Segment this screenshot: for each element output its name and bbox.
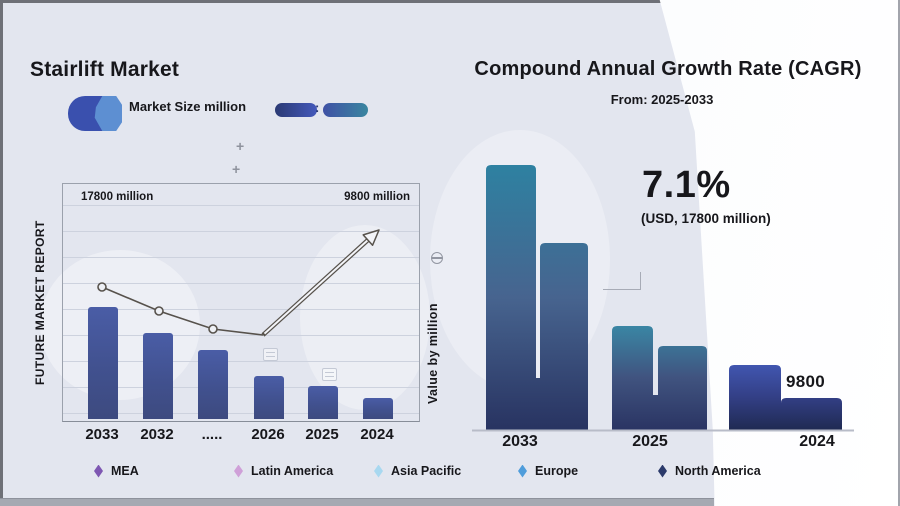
plus-mark: + bbox=[232, 161, 241, 177]
page-title: Stairlift Market bbox=[30, 58, 180, 81]
right-chart-axis-label: Value by million bbox=[426, 303, 440, 405]
left-chart-axis-label: FUTURE MARKET REPORT bbox=[33, 220, 47, 385]
legend-label: Asia Pacific bbox=[391, 464, 462, 478]
minus-circle-icon bbox=[431, 252, 443, 264]
pill-teal bbox=[323, 103, 368, 117]
x-label: 2026 bbox=[251, 426, 285, 443]
legend-diamond-icon bbox=[658, 464, 667, 478]
market-size-bar-2026 bbox=[254, 376, 284, 419]
frame-top-edge bbox=[0, 0, 706, 3]
cagr-value: 7.1% bbox=[642, 164, 731, 206]
left-chart-x-labels: 2033 2032..... 2026 2025 2024 bbox=[62, 426, 420, 446]
market-size-bar-2025 bbox=[308, 386, 338, 419]
market-size-label: Market Size million bbox=[129, 99, 247, 114]
x-label: 2024 bbox=[360, 426, 394, 443]
x-label: 2033 bbox=[85, 426, 119, 443]
x-label: ..... bbox=[201, 426, 223, 443]
x-label: 2032 bbox=[140, 426, 174, 443]
legend-label: Europe bbox=[535, 464, 579, 478]
gridlines bbox=[63, 205, 419, 421]
capsule-cap bbox=[94, 96, 122, 131]
cagr-bar-group-2024 bbox=[729, 365, 842, 430]
document-watermark-icon bbox=[263, 348, 278, 361]
min-value-label: 9800 million bbox=[344, 191, 410, 203]
market-size-bar-2032 bbox=[143, 333, 173, 419]
legend-item-asia-pacific: Asia Pacific bbox=[374, 464, 461, 478]
legend-item-latin-america: Latin America bbox=[234, 464, 333, 478]
x-label: 2025 bbox=[305, 426, 339, 443]
region-legend: MEA Latin America Asia Pacific Europe North … bbox=[0, 464, 900, 486]
pill-dark bbox=[275, 103, 317, 117]
decor-bracket bbox=[603, 272, 641, 290]
legend-label: North America bbox=[675, 464, 761, 478]
legend-diamond-icon bbox=[94, 464, 103, 478]
pill-separator: : bbox=[315, 100, 320, 115]
market-size-bar-2033 bbox=[88, 307, 118, 419]
cagr-title: Compound Annual Growth Rate (CAGR) bbox=[474, 58, 862, 80]
x-label: 2025 bbox=[632, 433, 668, 450]
trend-line-overlay bbox=[97, 229, 380, 337]
market-size-bar-idx2 bbox=[198, 350, 228, 419]
market-size-chart: 17800 million 9800 million bbox=[62, 183, 420, 422]
cagr-bar-group-2025 bbox=[612, 326, 707, 430]
legend-item-europe: Europe bbox=[518, 464, 578, 478]
document-watermark-icon bbox=[322, 368, 337, 381]
legend-item-north-america: North America bbox=[658, 464, 761, 478]
market-size-bar-2024 bbox=[363, 398, 393, 419]
legend-item-mea: MEA bbox=[94, 464, 139, 478]
legend-diamond-icon bbox=[234, 464, 243, 478]
bars-layer bbox=[63, 184, 419, 421]
legend-label: Latin America bbox=[251, 464, 334, 478]
footer-strip bbox=[0, 498, 714, 506]
cagr-bar-chart bbox=[472, 165, 854, 432]
max-value-label: 17800 million bbox=[81, 191, 154, 203]
cagr-bar-group-2033 bbox=[486, 165, 588, 430]
x-label: 2024 bbox=[799, 433, 835, 450]
market-size-icon bbox=[68, 96, 122, 131]
cagr-note: (USD, 17800 million) bbox=[641, 211, 771, 226]
value-annotation: 9800 bbox=[786, 372, 826, 391]
plus-mark: + bbox=[236, 138, 245, 154]
legend-diamond-icon bbox=[374, 464, 383, 478]
x-label: 2033 bbox=[502, 433, 538, 450]
cagr-subtitle: From: 2025-2033 bbox=[610, 92, 714, 107]
legend-label: MEA bbox=[111, 464, 139, 478]
frame-right-edge bbox=[898, 0, 900, 506]
legend-diamond-icon bbox=[518, 464, 527, 478]
frame-left-edge bbox=[0, 0, 3, 500]
